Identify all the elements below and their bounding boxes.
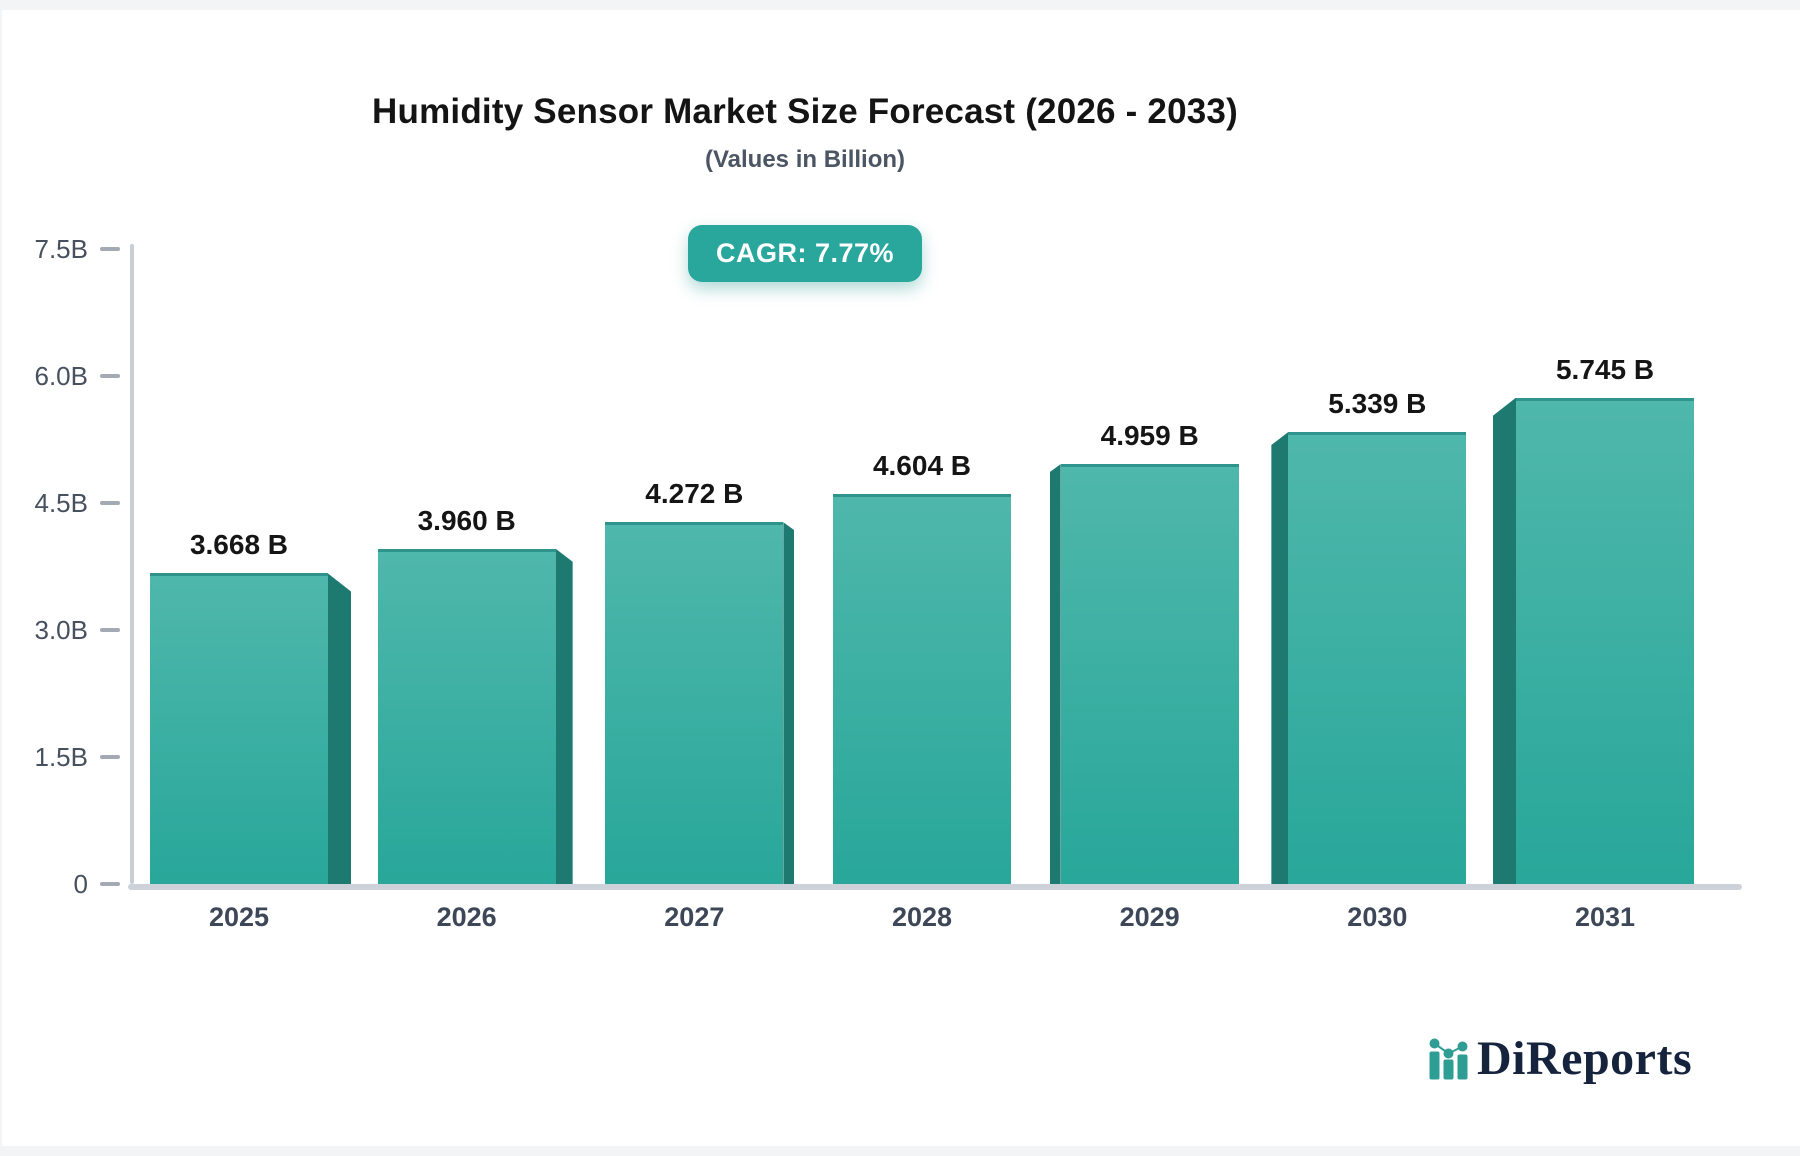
bar-side-shade <box>1049 464 1061 884</box>
bar-value-label: 4.272 B <box>645 478 744 510</box>
y-tick-label: 4.5B <box>34 488 89 518</box>
y-tick-mark <box>100 501 120 505</box>
x-tick-label: 2030 <box>1347 902 1408 932</box>
y-tick-mark <box>100 882 120 886</box>
x-tick-label: 2029 <box>1119 902 1180 932</box>
y-tick-label: 0 <box>73 869 88 899</box>
cagr-badge-label: CAGR: 7.77% <box>715 238 895 268</box>
x-tick-label: 2026 <box>436 902 497 932</box>
bar-2026 <box>377 548 556 884</box>
bar-2030 <box>1288 431 1467 884</box>
bar-value-label: 3.960 B <box>417 504 516 536</box>
y-tick-mark <box>100 755 120 759</box>
bar-side-shade <box>1493 397 1517 884</box>
x-tick-label: 2031 <box>1574 902 1636 932</box>
bar-side-shade <box>1271 431 1289 884</box>
y-tick-label: 3.0B <box>34 615 89 645</box>
bar-side-shade <box>783 522 795 884</box>
x-tick-label: 2028 <box>891 902 953 932</box>
y-tick-label: 6.0B <box>34 361 89 391</box>
bar-2025 <box>150 573 328 884</box>
x-tick-label: 2027 <box>664 902 725 932</box>
y-tick-label: 1.5B <box>34 742 89 772</box>
bar-value-label: 3.668 B <box>189 529 289 561</box>
bar-value-label: 5.745 B <box>1555 353 1655 385</box>
y-tick-mark <box>100 374 120 378</box>
bar-2028 <box>833 494 1011 884</box>
y-tick-mark <box>100 247 120 251</box>
bar-2029 <box>1060 464 1239 884</box>
bar-value-label: 4.604 B <box>872 450 972 482</box>
y-axis-line <box>130 244 134 884</box>
chart-subtitle: (Values in Billion) <box>704 146 906 173</box>
x-tick-label: 2025 <box>208 902 270 932</box>
x-axis-baseline <box>128 884 1742 890</box>
bar-2031 <box>1516 397 1695 884</box>
bar-2027 <box>605 522 784 884</box>
bar-side-shade <box>328 573 351 884</box>
bar-value-label: 5.339 B <box>1328 387 1427 419</box>
bar-chart-trend-icon <box>1429 1038 1468 1080</box>
chart-title: Humidity Sensor Market Size Forecast (20… <box>372 92 1238 131</box>
y-tick-mark <box>100 628 120 632</box>
brand-logo: DiReports <box>1428 1032 1693 1085</box>
brand-name: DiReports <box>1477 1032 1693 1085</box>
y-tick-label: 7.5B <box>34 234 89 264</box>
cagr-badge: CAGR: 7.77% <box>688 225 922 282</box>
bar-value-label: 4.959 B <box>1100 420 1199 452</box>
bar-side-shade <box>555 548 573 884</box>
